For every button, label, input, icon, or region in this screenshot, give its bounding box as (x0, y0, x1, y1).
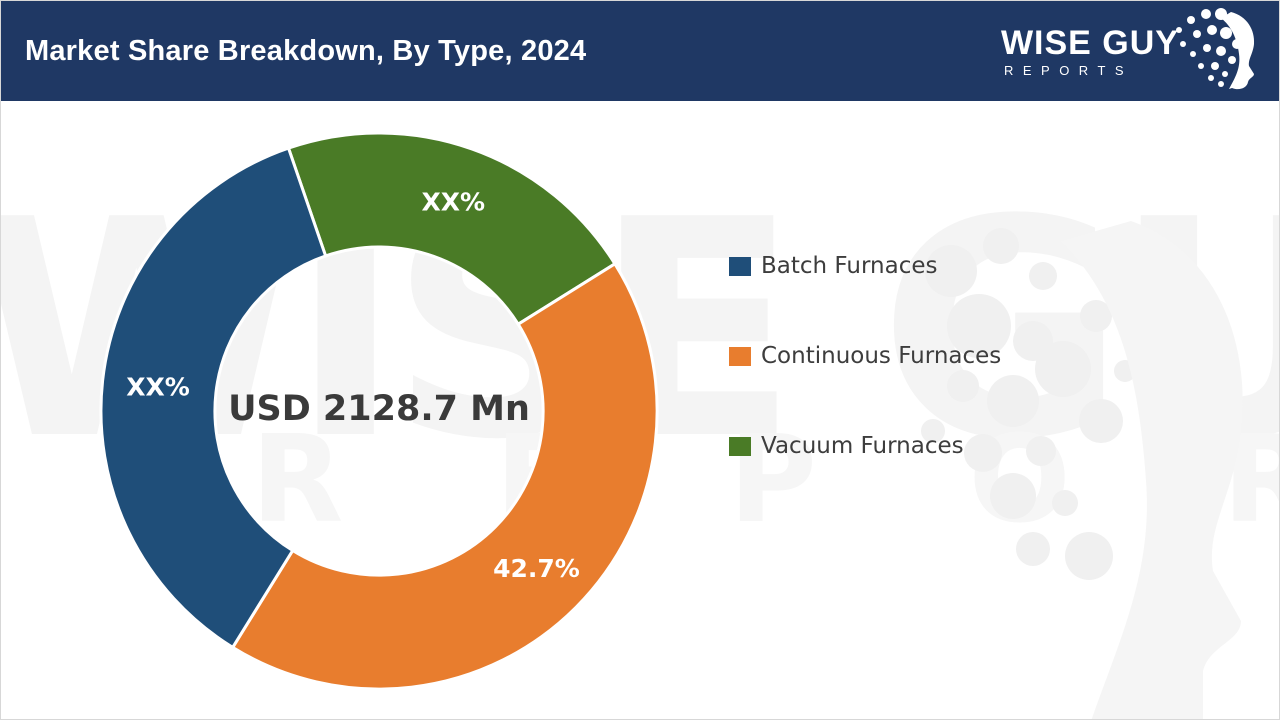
legend-label: Continuous Furnaces (761, 342, 1002, 369)
legend-swatch-vacuum (729, 436, 751, 456)
logo-wordmark: WISE GUY (1000, 23, 1179, 62)
legend-item-vacuum-furnaces: Vacuum Furnaces (729, 433, 1001, 459)
logo-head-icon (1176, 8, 1255, 90)
chart-center-value: USD 2128.7 Mn (228, 389, 530, 429)
logo-subtitle: REPORTS (1003, 62, 1134, 78)
content-area: WISE GUY R E P O R T S XX%42.7%XX% USD 2… (1, 101, 1279, 719)
slice-label-vacuum-furnaces: XX% (421, 187, 485, 216)
header: Market Share Breakdown, By Type, 2024 WI… (1, 1, 1279, 101)
legend-swatch-continuous (729, 346, 751, 366)
pie-slice-vacuum-furnaces (286, 131, 617, 327)
logo-text: WISE GUY REPORTS (1001, 26, 1179, 77)
legend-item-continuous-furnaces: Continuous Furnaces (729, 343, 1001, 369)
pie-slice-continuous-furnaces (230, 261, 659, 691)
legend: Batch Furnaces Continuous Furnaces Vacuu… (729, 253, 1001, 523)
legend-swatch-batch (729, 256, 751, 276)
legend-item-batch-furnaces: Batch Furnaces (729, 253, 1001, 279)
legend-label: Batch Furnaces (761, 252, 938, 279)
page-title: Market Share Breakdown, By Type, 2024 (25, 34, 587, 67)
slice-label-continuous-furnaces: 42.7% (493, 554, 580, 583)
legend-label: Vacuum Furnaces (761, 432, 964, 459)
pie-slice-batch-furnaces (99, 146, 328, 650)
donut-chart: XX% 42.7% XX% (99, 131, 659, 691)
wiseguy-logo: WISE GUY REPORTS (1001, 8, 1257, 94)
slice-label-batch-furnaces: XX% (126, 372, 190, 401)
